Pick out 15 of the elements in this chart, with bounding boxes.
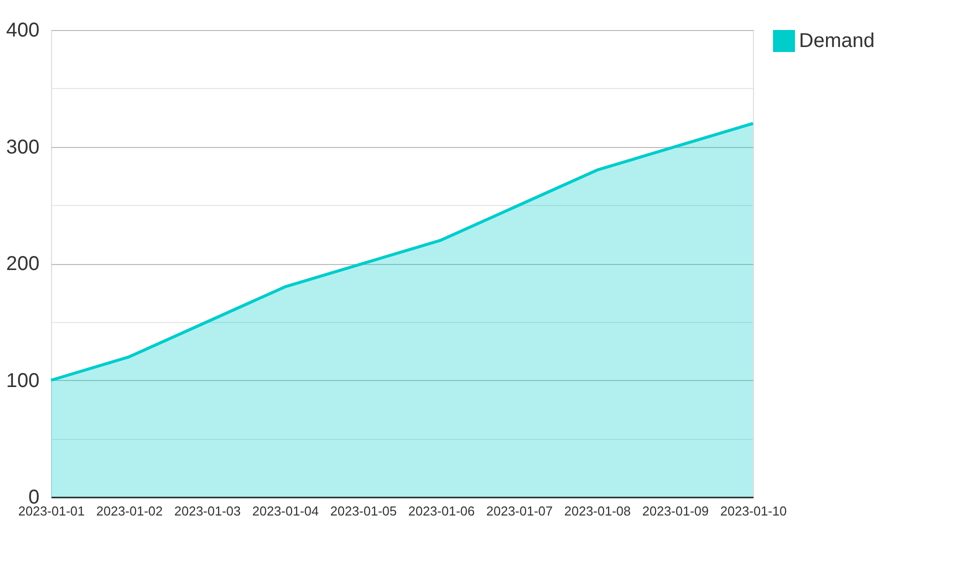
x-tick-label: 2023-01-01 [18,504,85,518]
x-tick-label: 2023-01-06 [408,504,475,518]
x-tick-label: 2023-01-03 [174,504,241,518]
x-tick-label: 2023-01-02 [96,504,163,518]
x-tick-label: 2023-01-05 [330,504,397,518]
x-tick-label: 2023-01-08 [564,504,631,518]
x-tick-label: 2023-01-04 [252,504,319,518]
y-tick-label: 400 [6,20,40,42]
x-tick-label: 2023-01-10 [720,504,787,518]
y-tick-label: 200 [6,253,40,275]
y-tick-label: 100 [6,370,40,392]
x-tick-label: 2023-01-09 [642,504,709,518]
x-tick-label: 2023-01-07 [486,504,553,518]
legend-label: Demand [799,30,875,52]
y-tick-label: 300 [6,136,40,158]
